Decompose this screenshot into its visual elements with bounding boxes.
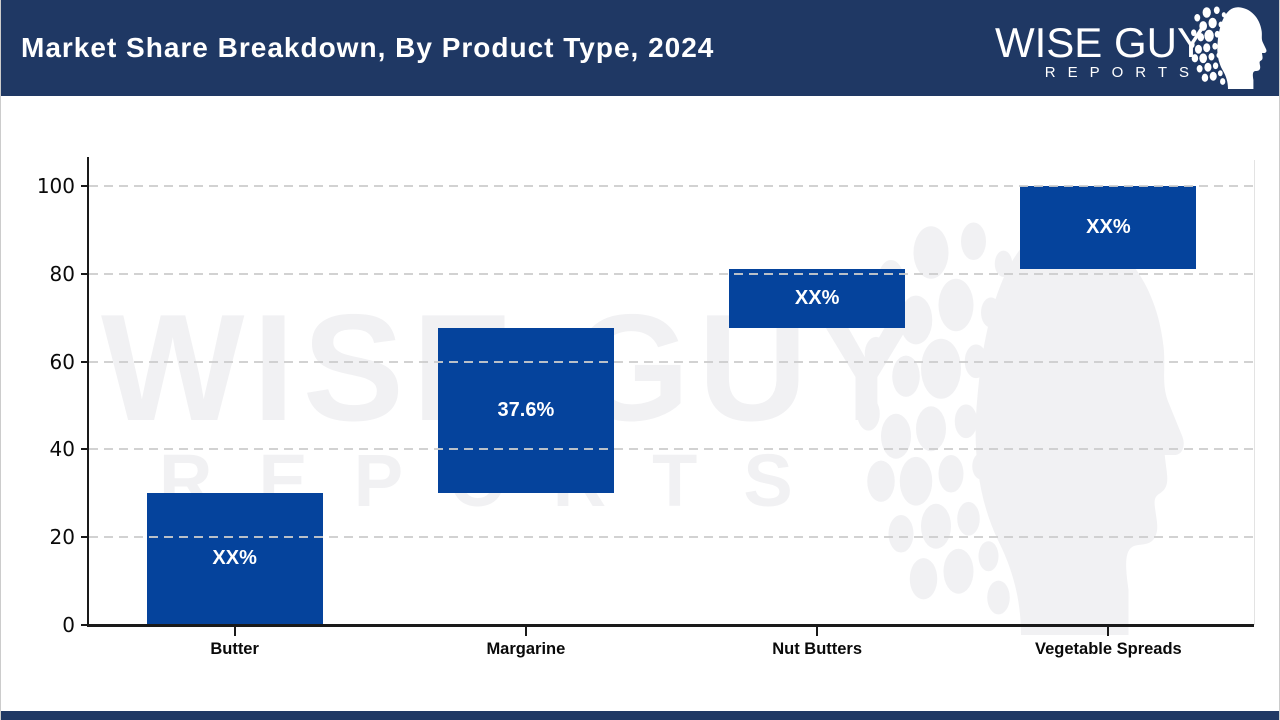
y-tick	[81, 624, 89, 626]
bar-Butter: XX%	[146, 493, 323, 625]
logo-tagline: REPORTS	[1044, 64, 1201, 81]
bar-value-label: XX%	[1086, 215, 1131, 238]
logo-head-icon	[1189, 6, 1267, 89]
y-tick-label: 80	[49, 261, 75, 286]
x-tick	[1107, 627, 1110, 636]
watermark-head-icon	[857, 222, 1184, 635]
bar-value-label: XX%	[794, 286, 840, 309]
x-tick	[816, 627, 819, 636]
x-tick	[233, 627, 236, 636]
y-tick	[81, 360, 89, 363]
y-tick-label: 100	[36, 174, 75, 198]
gridline-80	[89, 272, 1254, 275]
y-tick-label: 0	[62, 613, 75, 637]
bar-Vegetable Spreads: XX%	[1020, 186, 1197, 270]
bar-value-label: 37.6%	[497, 398, 555, 421]
gridline-60	[89, 360, 1254, 363]
y-tick	[81, 272, 89, 275]
gridline-20	[89, 536, 1254, 539]
y-tick-label: 20	[49, 525, 75, 550]
x-axis-line	[87, 624, 1254, 627]
brand-logo: WISE GUY REPORTS	[995, 0, 1271, 96]
x-category-label: Nut Butters	[772, 640, 863, 658]
gridline-100	[89, 185, 1254, 187]
bar-Margarine: 37.6%	[437, 328, 614, 494]
x-tick	[524, 627, 527, 636]
y-tick-label: 60	[49, 349, 75, 374]
header: Market Share Breakdown, By Product Type,…	[1, 0, 1279, 96]
plot-right-edge	[1254, 160, 1255, 625]
chart-title: Market Share Breakdown, By Product Type,…	[21, 32, 715, 63]
x-category-label: Vegetable Spreads	[1035, 640, 1182, 658]
bar-value-label: XX%	[212, 547, 257, 570]
y-tick	[81, 185, 89, 187]
y-tick-label: 40	[49, 437, 75, 462]
y-axis-line	[87, 157, 89, 627]
x-category-label: Margarine	[486, 640, 566, 658]
logo-wordmark: WISE GUY	[994, 19, 1205, 66]
bar-Nut Butters: XX%	[729, 269, 906, 329]
gridline-40	[89, 448, 1254, 451]
x-category-label: Butter	[210, 640, 259, 658]
y-tick	[81, 448, 89, 451]
y-tick	[81, 536, 89, 539]
footer-bar	[1, 711, 1279, 720]
